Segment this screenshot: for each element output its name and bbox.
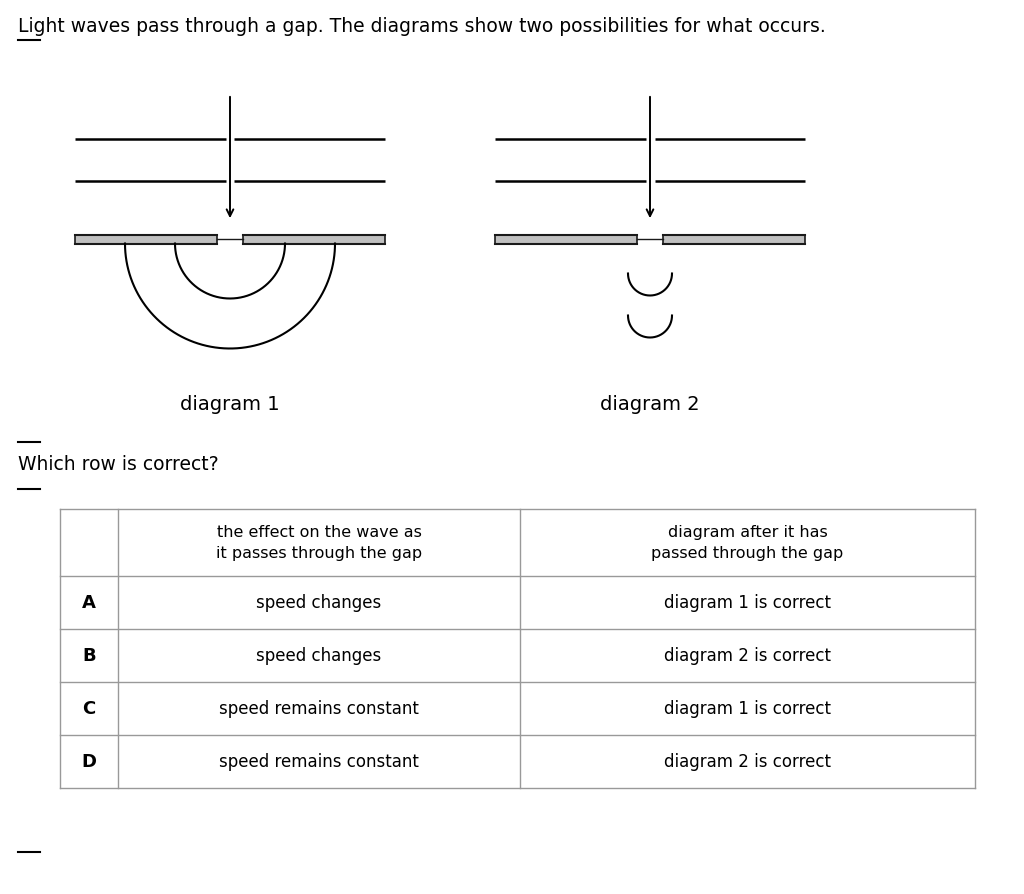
Text: diagram 1 is correct: diagram 1 is correct xyxy=(664,700,831,718)
Text: speed remains constant: speed remains constant xyxy=(219,753,419,771)
Text: diagram 2 is correct: diagram 2 is correct xyxy=(664,646,831,665)
Bar xyxy=(663,235,805,244)
Text: speed changes: speed changes xyxy=(256,646,382,665)
Bar xyxy=(75,235,217,244)
Text: Light waves pass through a gap. The diagrams show two possibilities for what occ: Light waves pass through a gap. The diag… xyxy=(18,17,825,36)
Text: B: B xyxy=(82,646,96,665)
Text: A: A xyxy=(82,594,96,611)
Text: diagram after it has
passed through the gap: diagram after it has passed through the … xyxy=(651,525,844,561)
Text: speed changes: speed changes xyxy=(256,594,382,611)
Text: speed remains constant: speed remains constant xyxy=(219,700,419,718)
Text: diagram 2: diagram 2 xyxy=(600,394,699,414)
Text: D: D xyxy=(82,753,96,771)
Text: diagram 1: diagram 1 xyxy=(180,394,280,414)
Text: the effect on the wave as
it passes through the gap: the effect on the wave as it passes thro… xyxy=(216,525,422,561)
Bar xyxy=(243,235,385,244)
Text: C: C xyxy=(82,700,95,718)
Bar xyxy=(495,235,637,244)
Text: diagram 2 is correct: diagram 2 is correct xyxy=(664,753,831,771)
Text: diagram 1 is correct: diagram 1 is correct xyxy=(664,594,831,611)
Text: Which row is correct?: Which row is correct? xyxy=(18,454,219,474)
